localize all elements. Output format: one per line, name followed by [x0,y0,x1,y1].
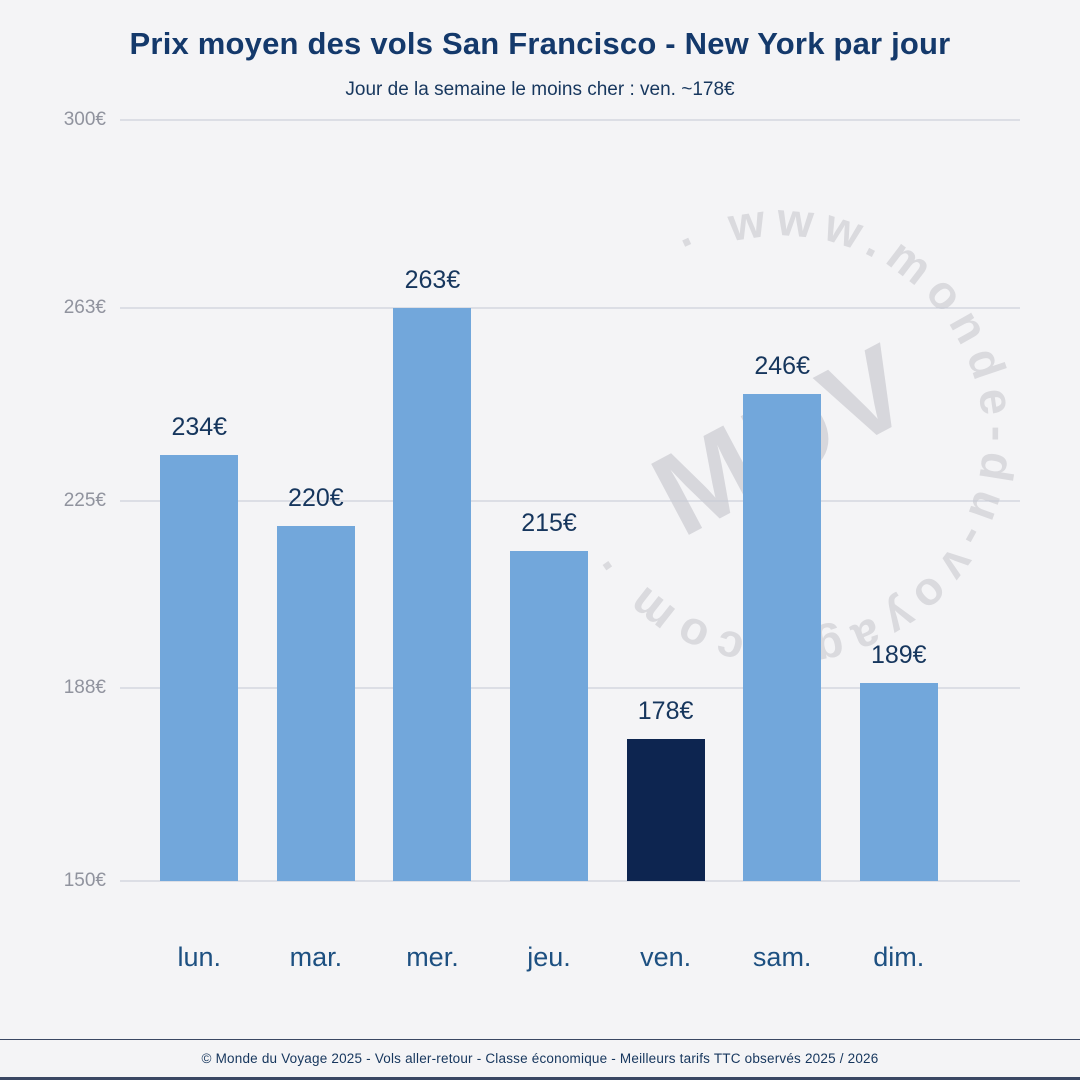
footer: © Monde du Voyage 2025 - Vols aller-reto… [0,1039,1080,1080]
bar-slot: 215€ [491,120,608,881]
x-label-mar: mar. [289,942,343,972]
x-label-mer: mer. [406,942,459,972]
bar-dim [859,683,938,881]
bar-slot: 178€ [607,120,724,881]
x-label-dim: dim. [873,942,925,972]
value-label: 178€ [637,696,694,725]
bar-slot: 246€ [724,120,841,881]
gridline [120,307,1020,309]
bar-slot: 189€ [840,120,957,881]
bar-jeu [510,551,589,881]
y-tick-label: 188€ [63,677,106,699]
bar-mer [393,307,472,881]
bar-sam [743,393,822,881]
gridline [120,119,1020,121]
y-tick-label: 300€ [63,109,106,130]
bar-slot: 263€ [374,120,491,881]
x-label-jeu: jeu. [527,942,571,972]
y-tick-label: 263€ [63,296,106,318]
bars-container: 234€ 220€ 263€ 215€ 178€ 246€ 189€ [141,120,957,881]
plot-area: 300€ 263€ 225€ 188€ 150€ 234€ 220€ 263€ 215€ 178… [64,109,1020,891]
value-label: 246€ [754,351,810,380]
x-label-ven: ven. [640,942,692,972]
chart-title: Prix moyen des vols San Francisco - New … [129,26,951,61]
bar-slot: 234€ [141,120,258,881]
y-tick-label: 150€ [63,870,106,891]
y-tick-label: 225€ [63,489,106,511]
bar-mar [276,525,355,881]
bar-lun [160,454,239,881]
value-label: 220€ [288,483,344,512]
x-label-sam: sam. [752,942,812,972]
bar-slot: 220€ [258,120,375,881]
gridline [120,500,1020,501]
value-label: 263€ [404,265,461,294]
x-label-lun: lun. [177,942,222,972]
value-label: 189€ [870,641,927,670]
chart-subtitle: Jour de la semaine le moins cher : ven. … [345,79,735,100]
value-label: 215€ [521,509,577,538]
gridline [120,880,1020,882]
x-axis-labels: lun. mar. mer. jeu. ven. sam. dim. [141,942,957,973]
bar-ven [626,738,705,881]
value-label: 234€ [171,412,228,441]
footer-text: © Monde du Voyage 2025 - Vols aller-reto… [201,1051,879,1066]
